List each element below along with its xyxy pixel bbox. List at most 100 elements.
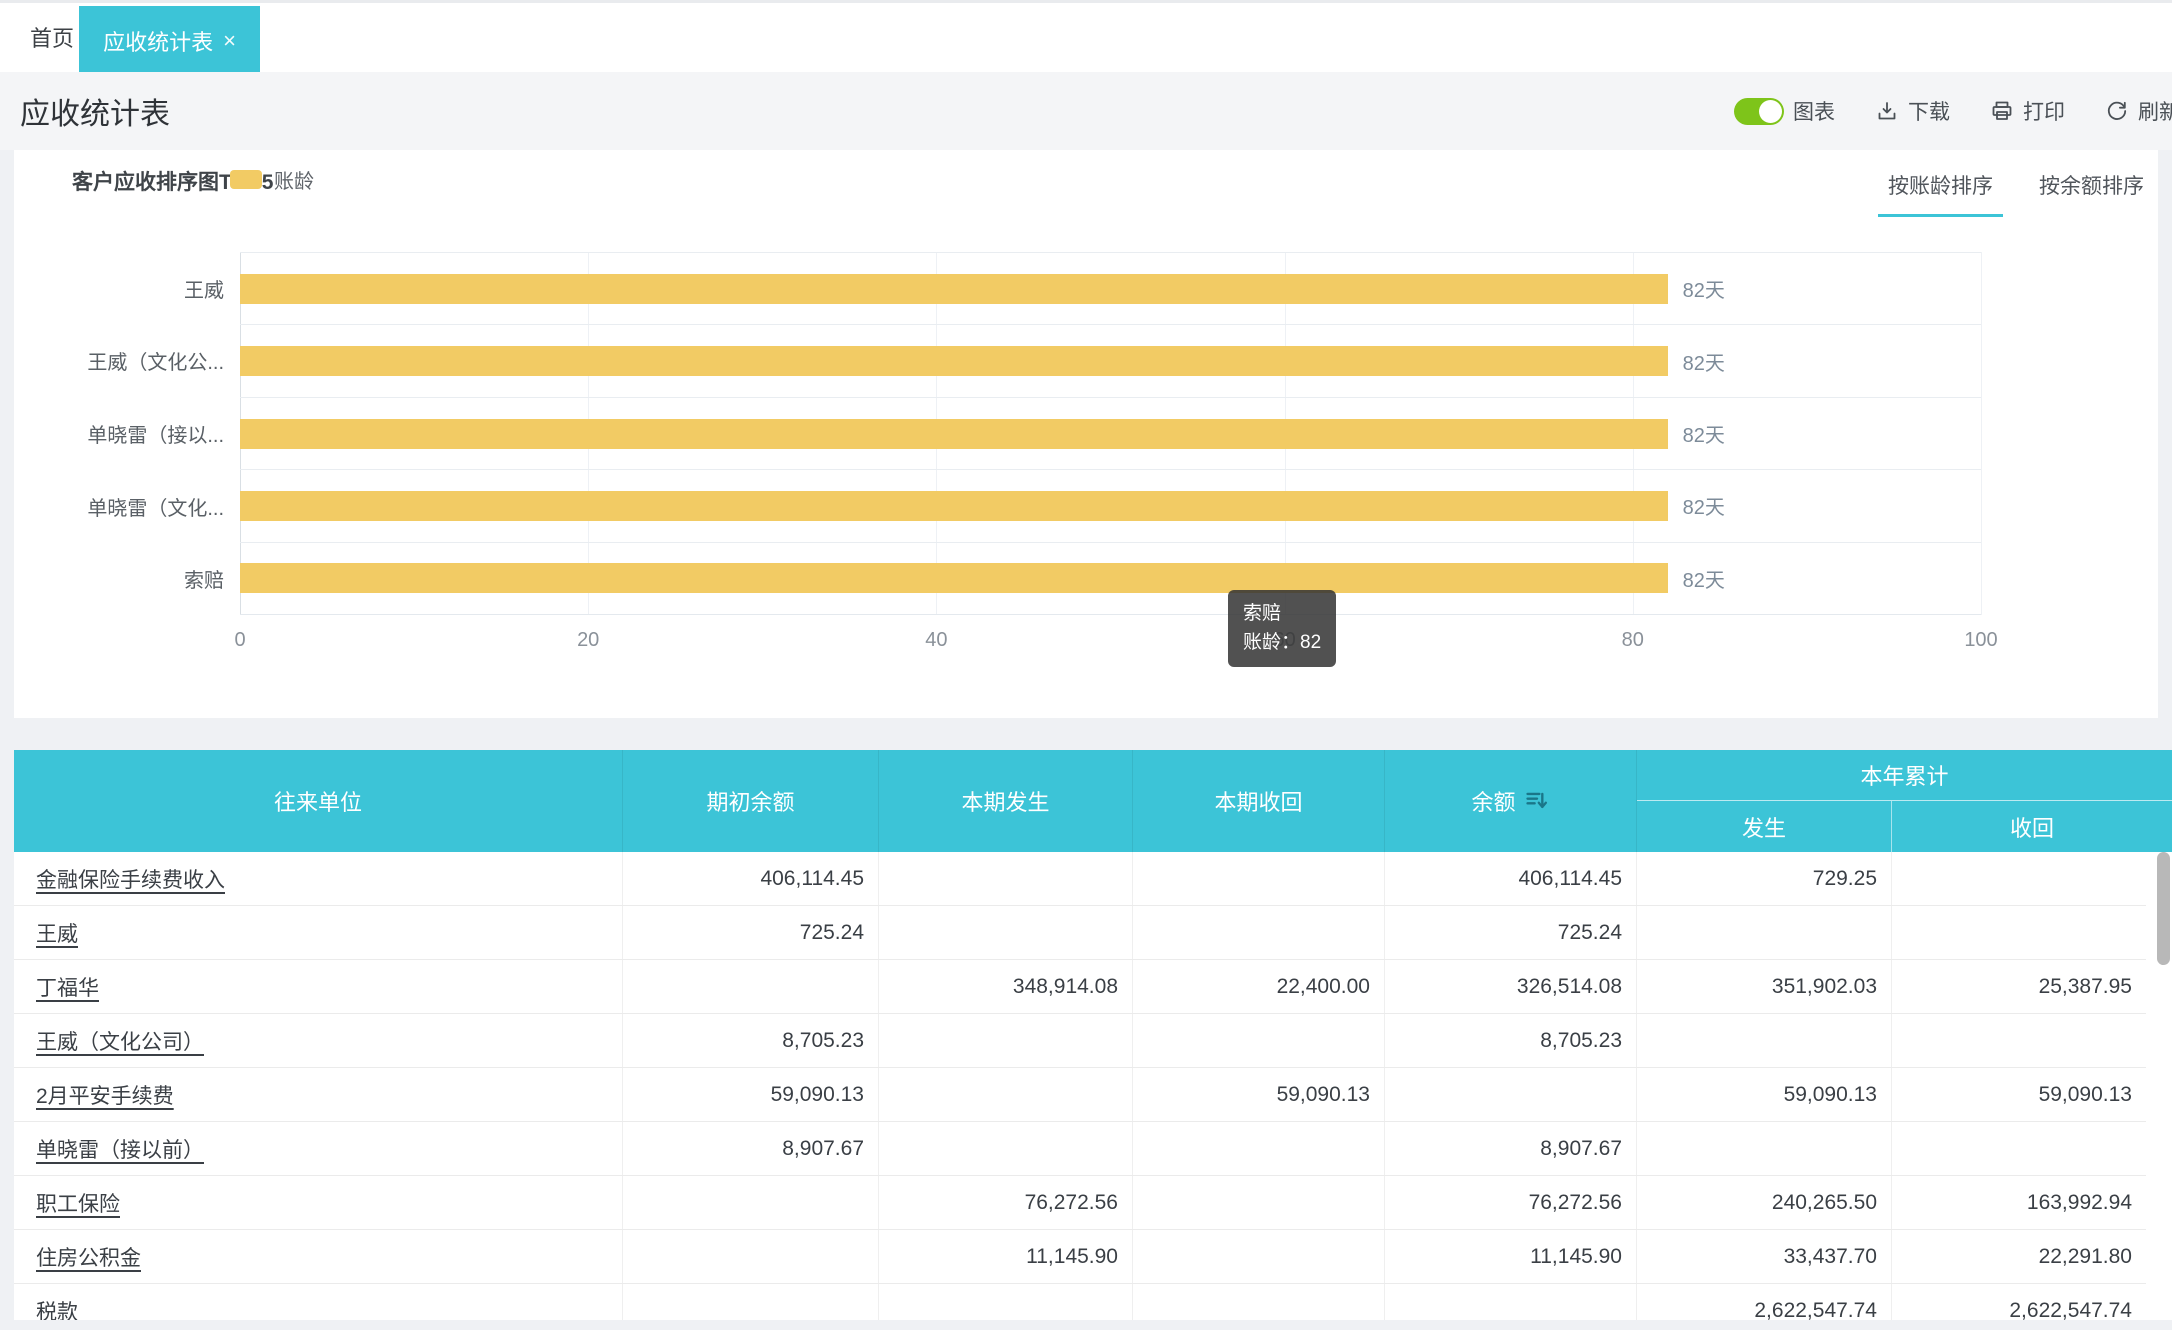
cell-balance: 8,705.23	[1385, 1014, 1637, 1067]
account-link[interactable]: 2月平安手续费	[36, 1084, 174, 1108]
tab-bar: 首页 应收统计表 ×	[0, 0, 2172, 75]
category-label: 王威	[184, 279, 224, 302]
cell-opening-balance	[623, 960, 879, 1013]
cell-period-recovered: 22,400.00	[1133, 960, 1385, 1013]
account-link[interactable]: 税款	[36, 1300, 78, 1321]
x-tick: 20	[577, 629, 600, 651]
cell-period-recovered	[1133, 1176, 1385, 1229]
account-link[interactable]: 职工保险	[36, 1192, 120, 1216]
sort-by-aging-tab[interactable]: 按账龄排序	[1878, 170, 2003, 217]
x-tick: 40	[925, 629, 948, 651]
table-row: 王威（文化公司） 8,705.23 8,705.23	[14, 1014, 2146, 1068]
chart-bar[interactable]	[240, 273, 1668, 304]
cell-opening-balance: 8,907.67	[623, 1122, 879, 1175]
chart-band: 82天	[240, 324, 1981, 396]
cell-period-incurred: 348,914.08	[879, 960, 1133, 1013]
cell-ytd-recovered: 163,992.94	[2026, 1190, 2132, 1214]
chart-toggle-switch[interactable]	[1734, 97, 1784, 125]
refresh-button[interactable]: 刷新	[2105, 96, 2172, 126]
sort-by-balance-tab[interactable]: 按余额排序	[2039, 175, 2144, 198]
cell-balance: 406,114.45	[1385, 852, 1637, 905]
table-row: 金融保险手续费收入 406,114.45 406,114.45 729.25	[14, 852, 2146, 906]
scrollbar-gutter	[2146, 852, 2172, 1320]
cell-balance: 725.24	[1385, 906, 1637, 959]
cell-balance: 11,145.90	[1385, 1230, 1637, 1283]
cell-period-incurred: 11,145.90	[879, 1230, 1133, 1283]
download-label: 下载	[1908, 101, 1950, 124]
legend-item-aging[interactable]: 账龄	[230, 165, 314, 194]
table-row: 王威 725.24 725.24	[14, 906, 2146, 960]
cell-opening-balance	[623, 1176, 879, 1229]
cell-ytd-recovered: 22,291.80	[2038, 1244, 2132, 1268]
cell-ytd-recovered: 59,090.13	[2038, 1082, 2132, 1106]
bar-value-label: 82天	[1682, 497, 1725, 520]
account-link[interactable]: 住房公积金	[36, 1246, 141, 1270]
cell-period-recovered	[1133, 852, 1385, 905]
cell-period-recovered: 59,090.13	[1133, 1068, 1385, 1121]
column-header-period-recovered: 本期收回	[1133, 750, 1385, 852]
toggle-knob	[1759, 99, 1782, 123]
chart-bar[interactable]	[240, 563, 1668, 594]
chart-toggle-label: 图表	[1793, 101, 1835, 124]
cell-ytd-incurred: 351,902.03	[1637, 960, 1892, 1013]
cell-period-incurred	[879, 852, 1133, 905]
balance-header-label: 余额	[1471, 790, 1516, 815]
y-axis-category-labels: 王威 王威（文化公... 单晓雷（接以... 单晓雷（文化... 索赔	[14, 252, 224, 615]
cell-unit: 单晓雷（接以前）	[14, 1122, 623, 1175]
column-header-balance: 余额	[1385, 750, 1637, 852]
account-link[interactable]: 丁福华	[36, 976, 99, 1000]
table-row: 2月平安手续费 59,090.13 59,090.13 59,090.13 59…	[14, 1068, 2146, 1122]
bar-value-label: 82天	[1682, 569, 1725, 592]
chart-bar[interactable]	[240, 346, 1668, 377]
cell-ytd-recovered	[1892, 906, 2146, 959]
cell-opening-balance: 725.24	[623, 906, 879, 959]
account-link[interactable]: 金融保险手续费收入	[36, 868, 225, 892]
cell-ytd-recovered: 2,622,547.74	[2009, 1298, 2132, 1321]
cell-ytd-recovered	[1892, 852, 2146, 905]
cell-ytd-incurred: 33,437.70	[1637, 1230, 1892, 1283]
cell-ytd-recovered	[1892, 1122, 2146, 1175]
tab-home[interactable]: 首页	[30, 26, 75, 51]
cell-period-recovered	[1133, 1014, 1385, 1067]
table-row: 单晓雷（接以前） 8,907.67 8,907.67	[14, 1122, 2146, 1176]
bar-value-label: 82天	[1682, 425, 1725, 448]
toolbar: 图表 下载 打印 刷新	[1734, 72, 2172, 150]
legend-swatch	[230, 170, 262, 189]
account-link[interactable]: 王威	[36, 922, 78, 946]
chart-bar[interactable]	[240, 490, 1668, 521]
cell-period-recovered	[1133, 1230, 1385, 1283]
category-label: 索赔	[184, 570, 224, 593]
cell-balance	[1385, 1068, 1637, 1121]
chart-bar[interactable]	[240, 418, 1668, 449]
cell-period-recovered	[1133, 1284, 1385, 1320]
cell-opening-balance: 59,090.13	[623, 1068, 879, 1121]
cell-period-incurred	[879, 1014, 1133, 1067]
vertical-scrollbar[interactable]	[2157, 852, 2170, 965]
print-button[interactable]: 打印	[1990, 96, 2065, 126]
category-label: 单晓雷（接以...	[87, 424, 224, 447]
cell-ytd-recovered	[1892, 1014, 2146, 1067]
cell-period-recovered	[1133, 1122, 1385, 1175]
chart-band: 82天	[240, 469, 1981, 541]
account-link[interactable]: 单晓雷（接以前）	[36, 1138, 204, 1162]
close-tab-icon[interactable]: ×	[223, 27, 236, 53]
cell-opening-balance: 8,705.23	[623, 1014, 879, 1067]
download-button[interactable]: 下载	[1875, 96, 1950, 126]
sort-descending-icon[interactable]	[1524, 788, 1550, 814]
bar-value-label: 82天	[1682, 352, 1725, 375]
column-header-opening-balance: 期初余额	[623, 750, 879, 852]
cell-unit: 住房公积金	[14, 1230, 623, 1283]
cell-balance	[1385, 1284, 1637, 1320]
account-link[interactable]: 王威（文化公司）	[36, 1030, 204, 1054]
cell-unit: 王威（文化公司）	[14, 1014, 623, 1067]
receivables-table: 往来单位 期初余额 本期发生 本期收回 余额 本年累计 发生 收回 金融保险手续…	[14, 750, 2172, 1320]
tab-receivables-stats[interactable]: 应收统计表 ×	[79, 6, 260, 75]
page-header: 应收统计表 图表 下载 打印 刷新	[0, 72, 2172, 150]
cell-opening-balance	[623, 1230, 879, 1283]
cell-unit: 丁福华	[14, 960, 623, 1013]
cell-period-incurred	[879, 1122, 1133, 1175]
cell-unit: 王威	[14, 906, 623, 959]
print-icon	[1992, 101, 2012, 120]
table-header: 往来单位 期初余额 本期发生 本期收回 余额 本年累计 发生 收回	[14, 750, 2172, 852]
